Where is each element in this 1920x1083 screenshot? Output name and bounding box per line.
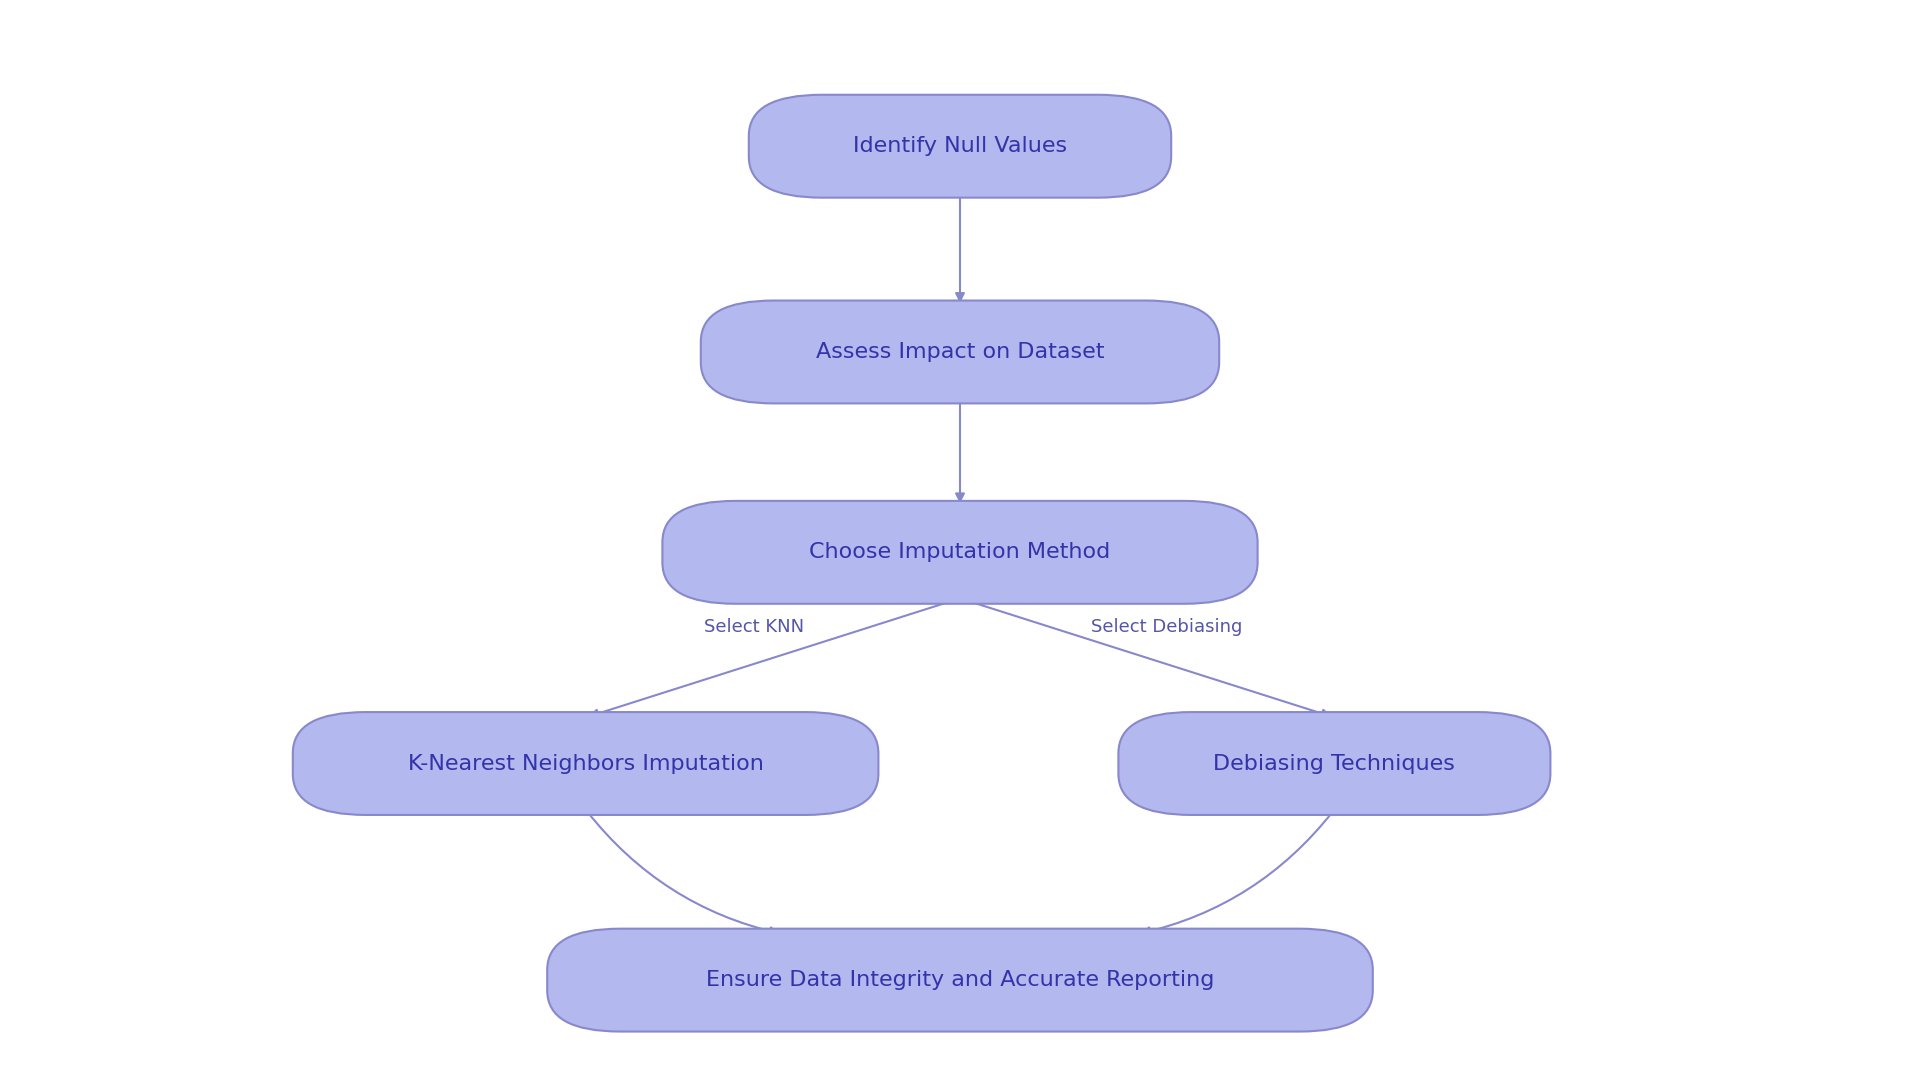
Text: Identify Null Values: Identify Null Values bbox=[852, 136, 1068, 156]
FancyBboxPatch shape bbox=[547, 928, 1373, 1031]
Text: Choose Imputation Method: Choose Imputation Method bbox=[810, 543, 1110, 562]
Text: Select KNN: Select KNN bbox=[703, 618, 804, 637]
FancyBboxPatch shape bbox=[701, 300, 1219, 403]
FancyBboxPatch shape bbox=[1117, 713, 1549, 814]
Text: Assess Impact on Dataset: Assess Impact on Dataset bbox=[816, 342, 1104, 362]
Text: Select Debiasing: Select Debiasing bbox=[1091, 618, 1242, 637]
FancyBboxPatch shape bbox=[662, 500, 1258, 604]
Text: Ensure Data Integrity and Accurate Reporting: Ensure Data Integrity and Accurate Repor… bbox=[707, 970, 1213, 990]
FancyBboxPatch shape bbox=[292, 713, 879, 814]
Text: Debiasing Techniques: Debiasing Techniques bbox=[1213, 754, 1455, 773]
FancyBboxPatch shape bbox=[749, 95, 1171, 198]
Text: K-Nearest Neighbors Imputation: K-Nearest Neighbors Imputation bbox=[407, 754, 764, 773]
